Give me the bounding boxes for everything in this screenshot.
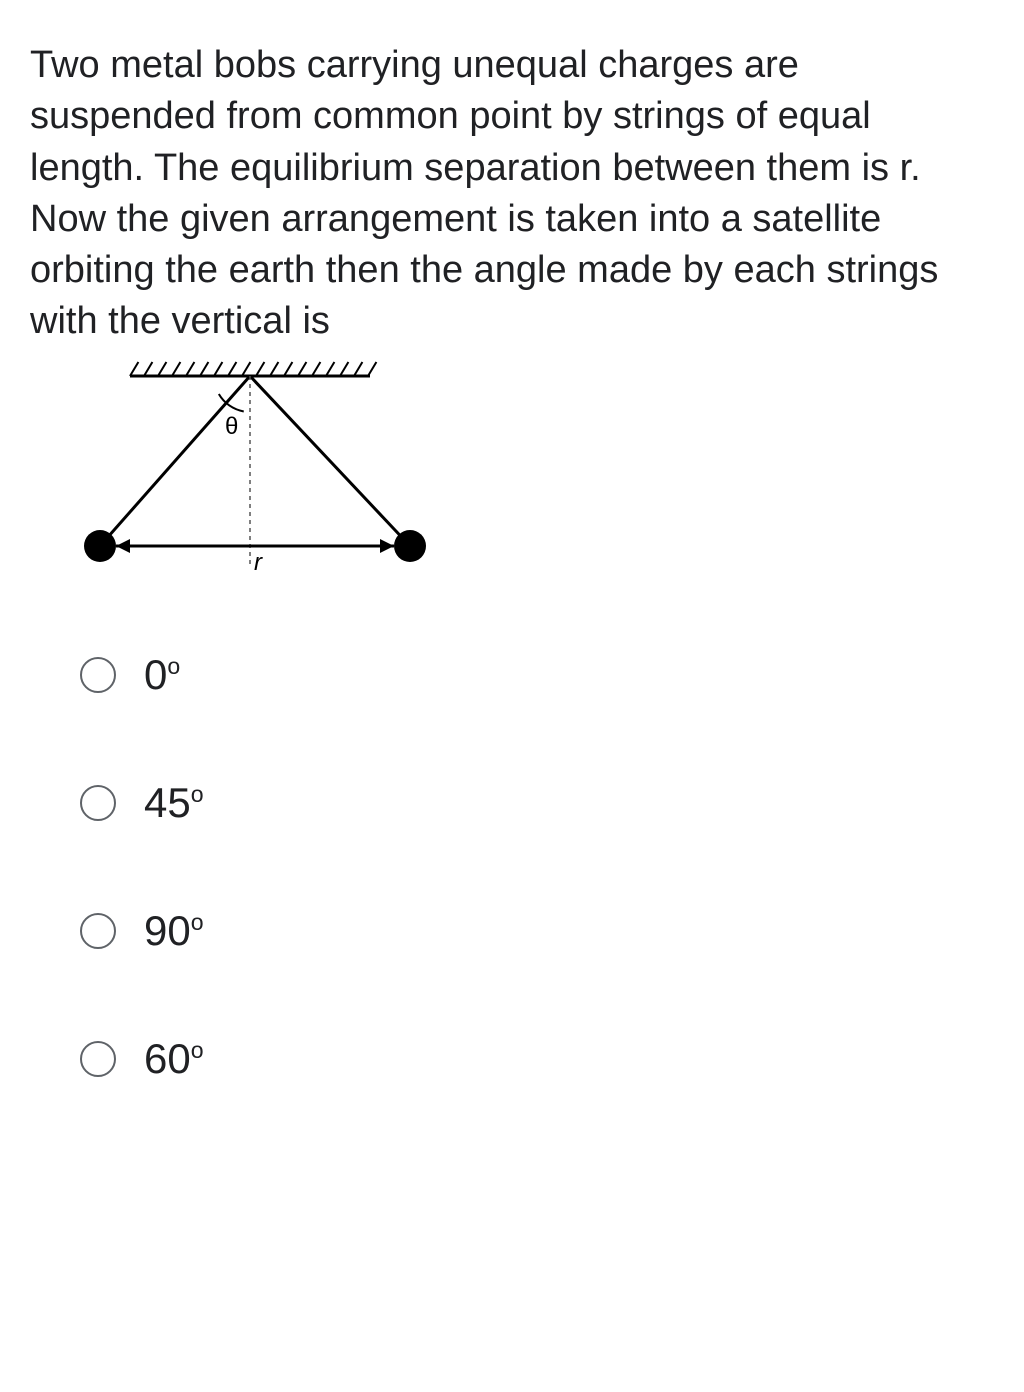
radio-icon xyxy=(80,1041,116,1077)
option-label: 60o xyxy=(144,1035,204,1083)
pendulum-diagram: θr xyxy=(70,356,994,601)
question-text: Two metal bobs carrying unequal charges … xyxy=(30,40,994,348)
option-row[interactable]: 60o xyxy=(80,1035,994,1083)
svg-text:θ: θ xyxy=(225,413,238,440)
option-label: 0o xyxy=(144,651,180,699)
options-group: 0o 45o 90o 60o xyxy=(30,651,994,1083)
radio-icon xyxy=(80,657,116,693)
option-row[interactable]: 45o xyxy=(80,779,994,827)
radio-icon xyxy=(80,913,116,949)
svg-text:r: r xyxy=(254,549,263,576)
option-label: 45o xyxy=(144,779,204,827)
radio-icon xyxy=(80,785,116,821)
option-row[interactable]: 90o xyxy=(80,907,994,955)
option-label: 90o xyxy=(144,907,204,955)
option-row[interactable]: 0o xyxy=(80,651,994,699)
